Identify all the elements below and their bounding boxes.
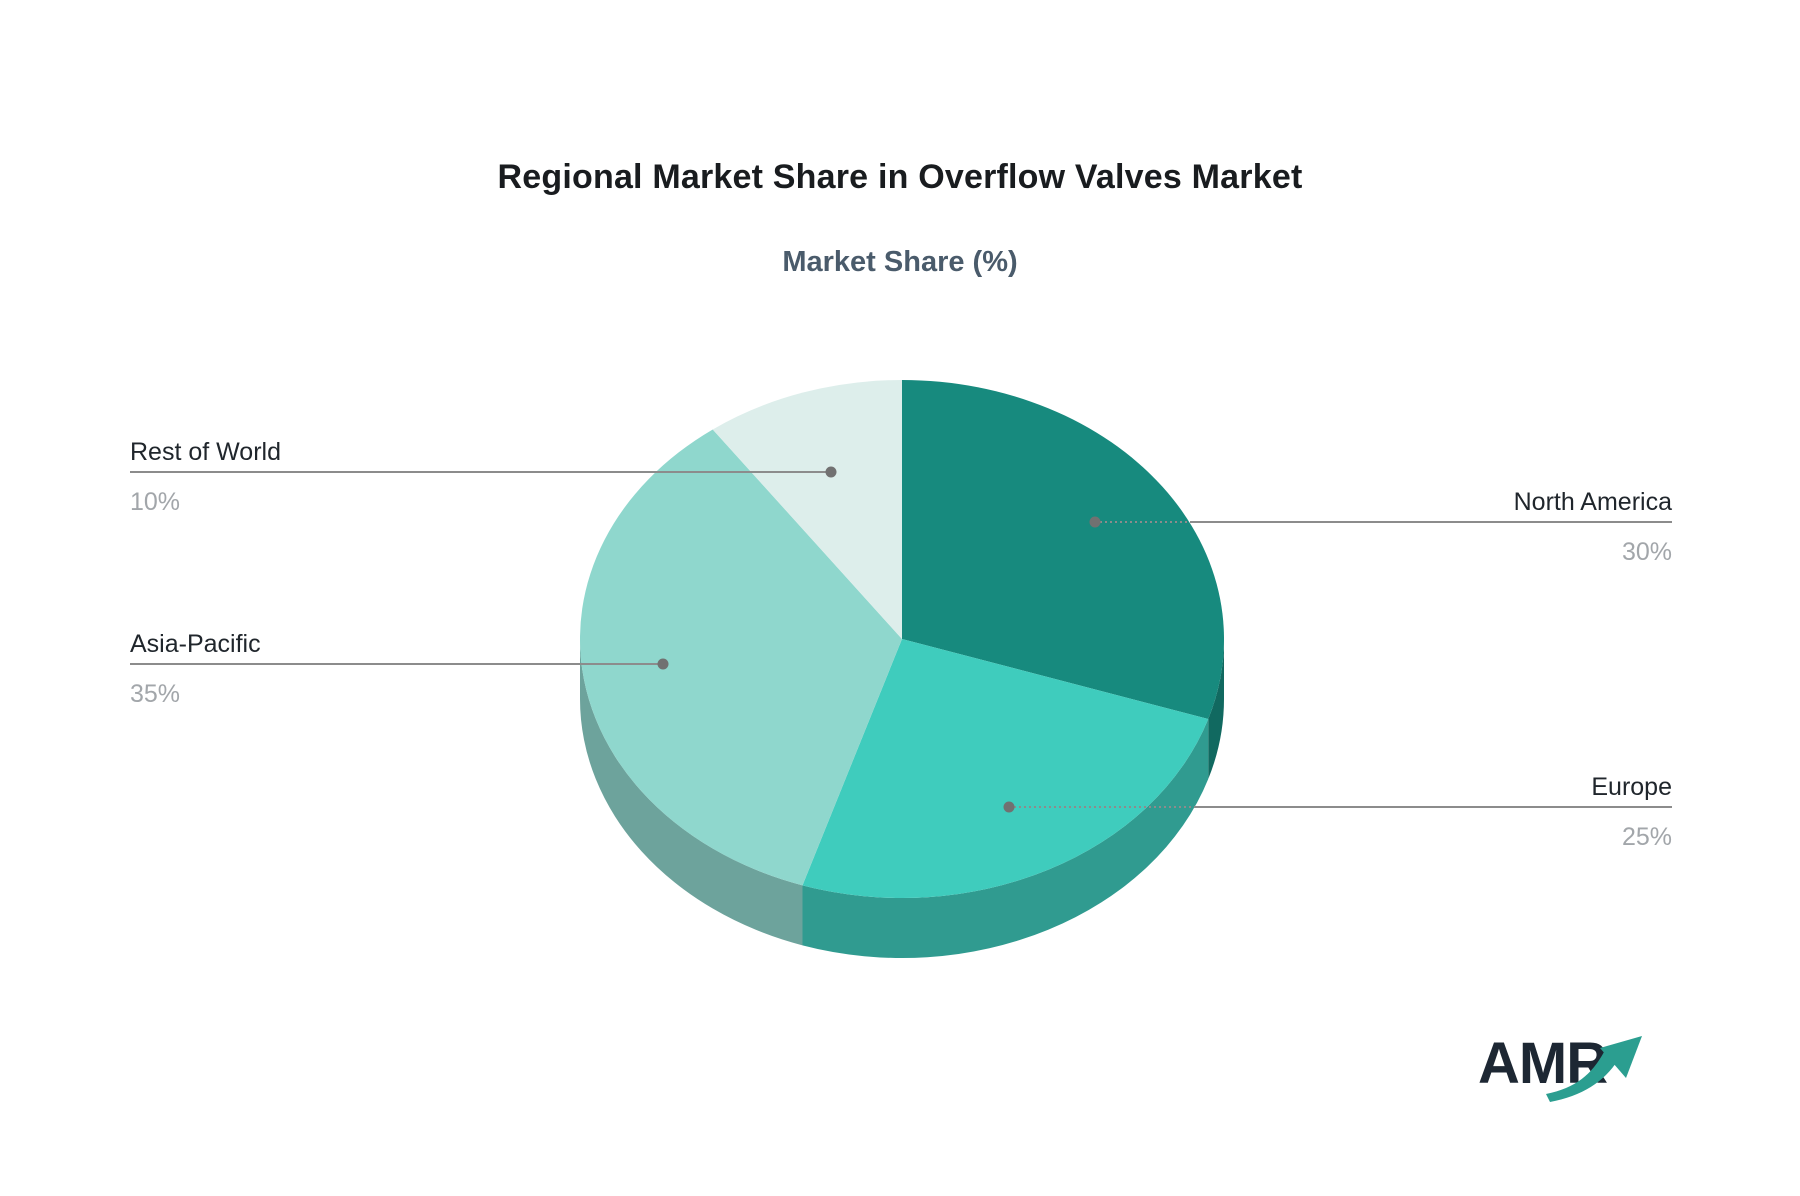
callout-label: North America — [1513, 488, 1672, 516]
amr-logo: AMR — [1478, 1030, 1678, 1120]
pie-slice-north-america[interactable] — [902, 379, 1225, 720]
callout-rest-of-world: Rest of World 10% — [130, 438, 281, 516]
callout-label: Asia-Pacific — [130, 630, 261, 658]
leader-dot-europe — [1003, 801, 1015, 813]
callout-label: Europe — [1591, 773, 1672, 801]
chart-title: Regional Market Share in Overflow Valves… — [497, 158, 1303, 196]
leader-dot-asia-pacific — [657, 658, 669, 670]
callout-asia-pacific: Asia-Pacific 35% — [130, 630, 261, 708]
callout-north-america: North America 30% — [1514, 488, 1672, 566]
callout-value: 25% — [1621, 823, 1672, 851]
pie-depth-asia-pacific — [580, 639, 803, 946]
pie-slice-rest-of-world[interactable] — [712, 380, 902, 639]
callout-europe: Europe 25% — [1591, 773, 1672, 851]
callout-value: 35% — [130, 680, 181, 708]
pie-depth-north-america — [1208, 639, 1224, 780]
pie-slice-europe[interactable] — [802, 639, 1209, 898]
callout-value: 30% — [1621, 538, 1672, 566]
leader-dot-rest-of-world — [825, 466, 837, 478]
pie-depth-europe — [802, 719, 1209, 958]
pie-slice-asia-pacific[interactable] — [580, 429, 902, 886]
callout-label: Rest of World — [130, 438, 281, 466]
leader-dot-north-america — [1089, 516, 1101, 528]
chart-subtitle: Market Share (%) — [782, 246, 1018, 278]
callout-value: 10% — [130, 488, 181, 516]
growth-arrow-icon — [1546, 1036, 1642, 1102]
